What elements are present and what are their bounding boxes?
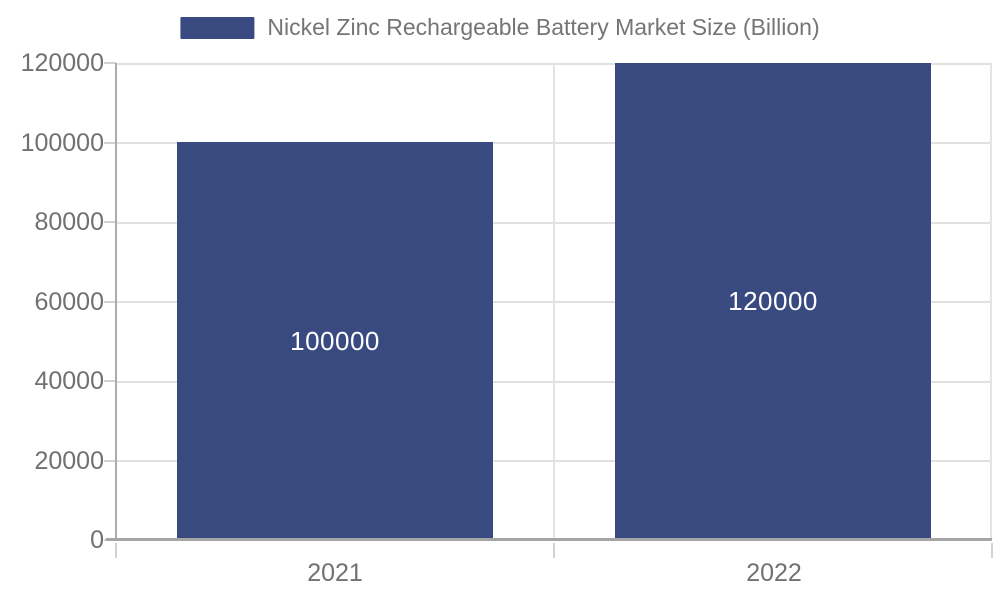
- y-tick-20000: [104, 460, 116, 462]
- legend-swatch-icon: [180, 16, 255, 39]
- y-tick-120000: [104, 62, 116, 64]
- y-axis-label-120000: 120000: [20, 49, 104, 77]
- x-axis-label-2022: 2022: [746, 559, 802, 587]
- bar-2022[interactable]: 120000: [615, 63, 931, 540]
- y-axis-label-80000: 80000: [34, 208, 104, 236]
- y-axis-label-0: 0: [90, 526, 104, 554]
- bar-2021[interactable]: 100000: [177, 142, 493, 540]
- y-tick-40000: [104, 380, 116, 382]
- bar-value-label-2022: 120000: [728, 286, 818, 316]
- plot-area: 100000 120000: [104, 62, 993, 558]
- category-splitline-right: [990, 63, 992, 540]
- y-axis-label-60000: 60000: [34, 287, 104, 316]
- x-axis-line: [106, 538, 992, 541]
- y-tick-80000: [104, 221, 116, 223]
- x-tick-left: [115, 543, 117, 558]
- legend[interactable]: Nickel Zinc Rechargeable Battery Market …: [180, 14, 820, 41]
- x-tick-right: [991, 543, 993, 558]
- y-axis-line: [115, 63, 117, 540]
- x-axis-label-2021: 2021: [307, 559, 363, 587]
- y-axis-label-100000: 100000: [20, 128, 104, 157]
- x-tick-mid: [553, 543, 555, 558]
- legend-label: Nickel Zinc Rechargeable Battery Market …: [267, 14, 820, 40]
- y-axis-label-20000: 20000: [34, 446, 104, 475]
- y-tick-60000: [104, 301, 116, 303]
- category-splitline-mid: [553, 63, 555, 540]
- y-tick-100000: [104, 142, 116, 144]
- bar-value-label-2021: 100000: [290, 325, 380, 356]
- y-axis-label-40000: 40000: [34, 367, 104, 395]
